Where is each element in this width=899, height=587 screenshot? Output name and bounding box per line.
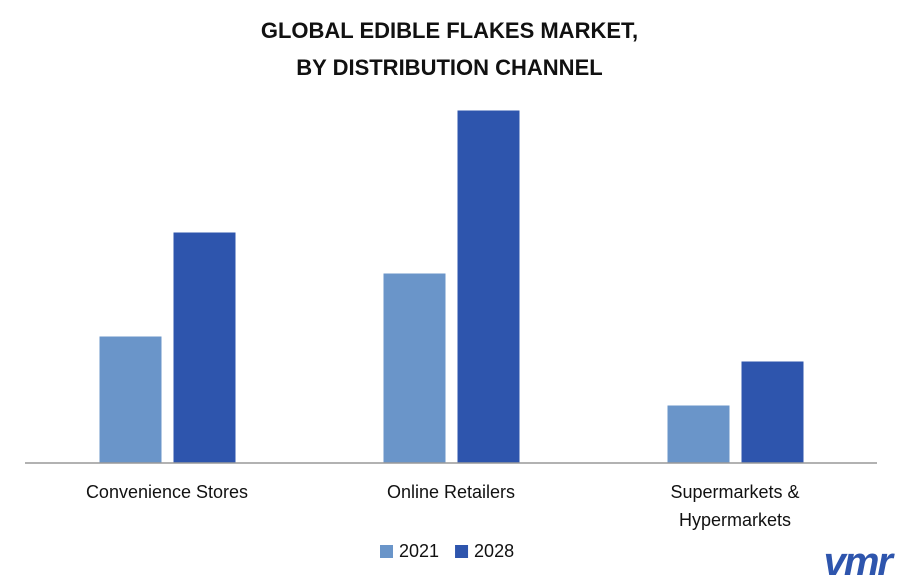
chart-title: BY DISTRIBUTION CHANNEL [296,55,603,80]
legend-label: 2028 [474,541,514,561]
bar [666,404,731,464]
legend-swatch [380,545,393,558]
x-tick-label: Supermarkets & Hypermarkets [670,482,800,530]
chart-title: GLOBAL EDIBLE FLAKES MARKET, [260,18,639,43]
bar [456,109,521,464]
bar [172,231,237,464]
bar [740,360,805,464]
logo: vmr [823,540,893,584]
legend-label: 2021 [399,541,439,561]
x-tick-label: Online Retailers [386,482,516,502]
bar [382,272,447,464]
legend-swatch [455,545,469,558]
bar [98,335,163,464]
x-tick-label: Convenience Stores [85,482,249,502]
